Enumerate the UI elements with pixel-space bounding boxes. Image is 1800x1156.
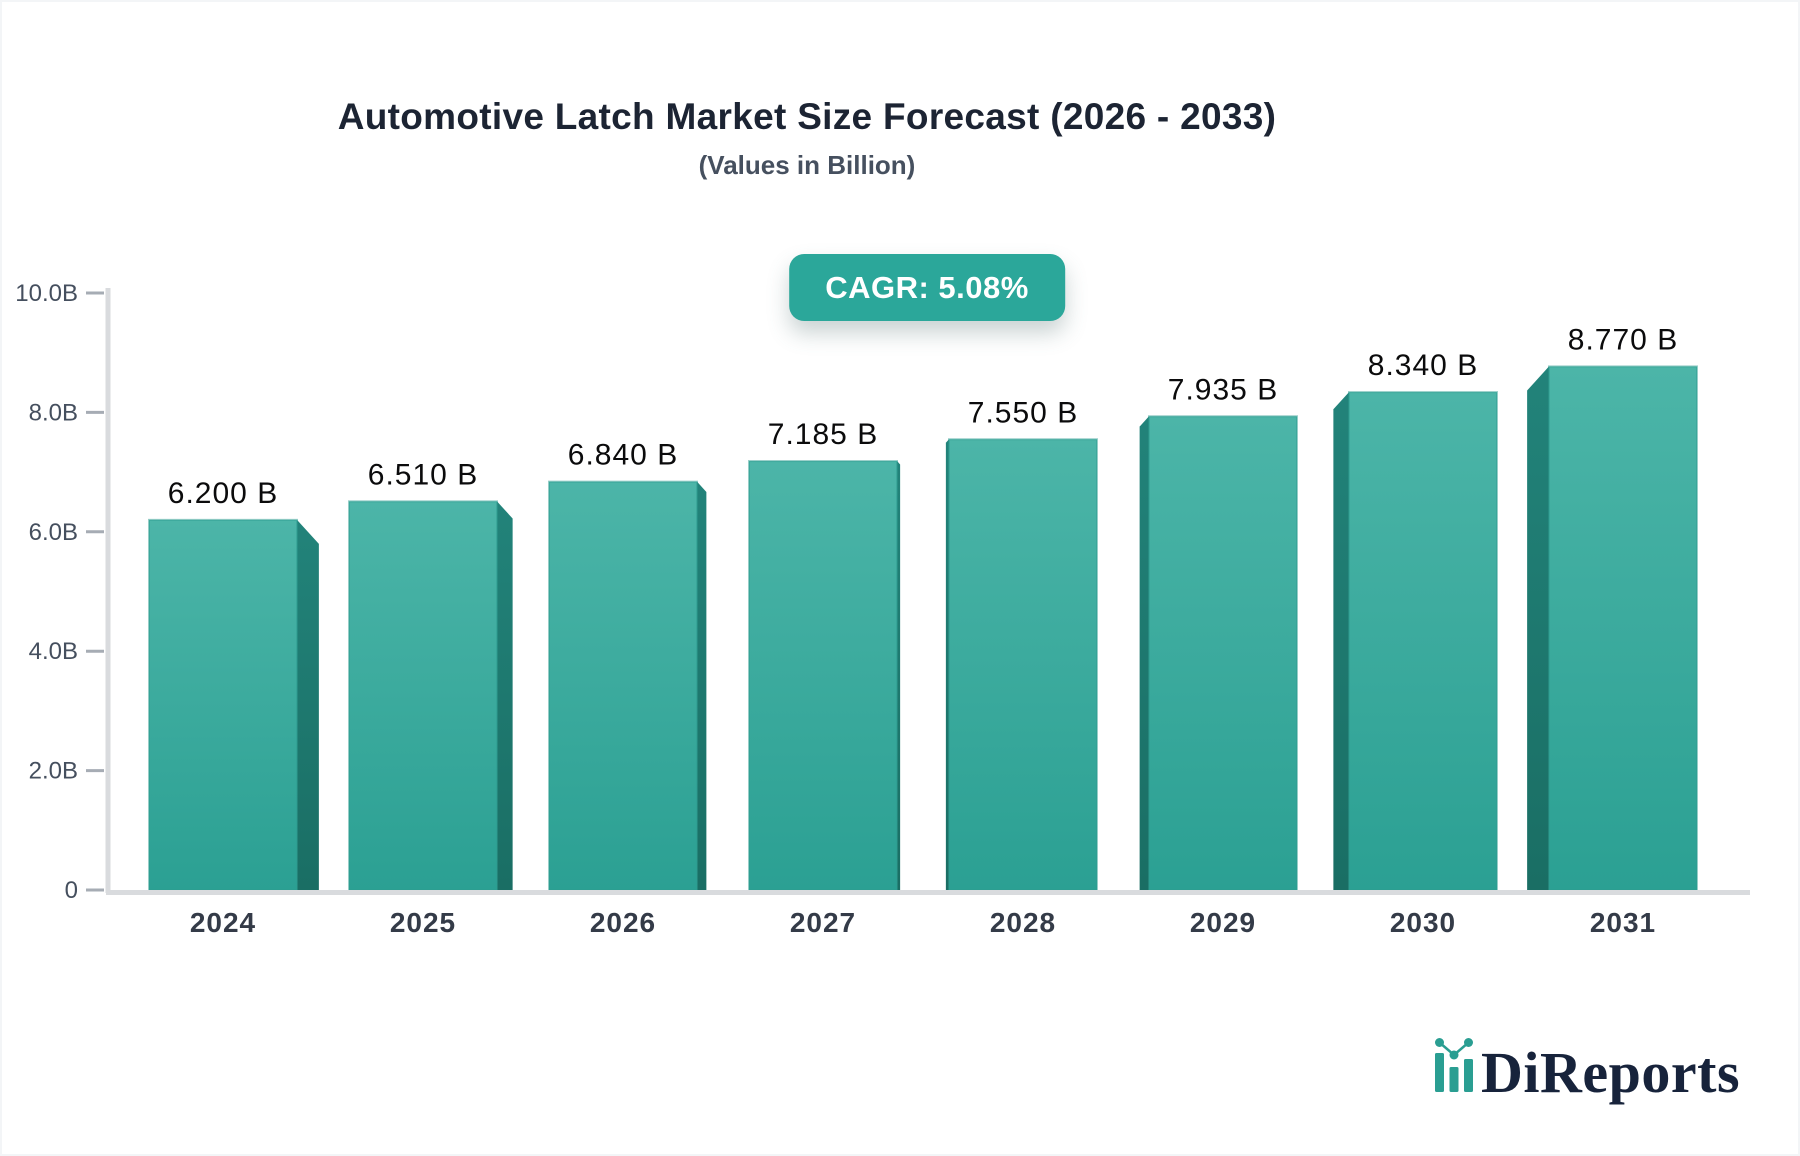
bar-group: 7.935 B 2029 — [1139, 373, 1298, 938]
cagr-badge: CAGR: 5.08% — [789, 254, 1065, 321]
bar-group: 7.185 B 2027 — [748, 418, 901, 938]
direports-logo: DiReports — [1435, 1036, 1740, 1105]
bar-side-face — [697, 481, 707, 890]
x-category-label: 2028 — [990, 907, 1056, 938]
y-tick-label: 10.0B — [15, 280, 78, 307]
bar-front-face — [748, 460, 898, 891]
bar-value-label: 7.935 B — [1168, 373, 1278, 406]
bar-value-label: 7.550 B — [968, 396, 1078, 429]
bar-group: 8.770 B 2031 — [1527, 323, 1698, 938]
bar-front-face — [1548, 365, 1698, 891]
x-category-label: 2024 — [190, 907, 256, 938]
bar-front-face — [948, 438, 1098, 891]
direports-logo-text: DiReports — [1481, 1040, 1741, 1106]
bar-group: 6.200 B 2024 — [148, 477, 319, 938]
bar-value-label: 8.770 B — [1568, 323, 1678, 356]
chart-title: Automotive Latch Market Size Forecast (2… — [337, 96, 1277, 137]
bar-value-label: 6.510 B — [368, 458, 478, 491]
x-category-label: 2027 — [790, 907, 856, 938]
bar-side-face — [497, 501, 513, 890]
bar-value-label: 6.840 B — [568, 439, 678, 472]
bar-group: 6.510 B 2025 — [348, 458, 513, 938]
x-category-label: 2030 — [1390, 907, 1456, 938]
bar-front-face — [348, 500, 498, 891]
bar-side-face — [297, 519, 319, 890]
bar-front-face — [148, 518, 298, 891]
y-tick-label: 4.0B — [29, 638, 78, 665]
chart-subtitle: (Values in Billion) — [698, 150, 916, 180]
bar-side-face — [1139, 416, 1149, 890]
x-category-label: 2026 — [590, 907, 656, 938]
x-category-label: 2031 — [1590, 907, 1656, 938]
x-category-label: 2025 — [390, 907, 456, 938]
bar-group: 8.340 B 2030 — [1333, 349, 1498, 938]
y-tick-label: 8.0B — [29, 399, 78, 426]
bar-value-label: 8.340 B — [1368, 349, 1478, 382]
bar-value-label: 7.185 B — [768, 418, 878, 451]
bar-front-face — [1148, 415, 1298, 891]
bar-side-face — [1527, 366, 1549, 890]
y-tick-label: 0 — [65, 877, 78, 904]
bar-front-face — [548, 480, 698, 891]
y-tick-label: 6.0B — [29, 519, 78, 546]
bar-value-label: 6.200 B — [168, 477, 278, 510]
x-category-label: 2029 — [1190, 907, 1256, 938]
y-tick-label: 2.0B — [29, 758, 78, 785]
bar-side-face — [1333, 392, 1349, 890]
bar-group: 6.840 B 2026 — [548, 439, 707, 938]
direports-logo-icon — [1435, 1038, 1473, 1092]
bar-group: 7.550 B 2028 — [945, 396, 1098, 938]
bar-front-face — [1348, 391, 1498, 891]
